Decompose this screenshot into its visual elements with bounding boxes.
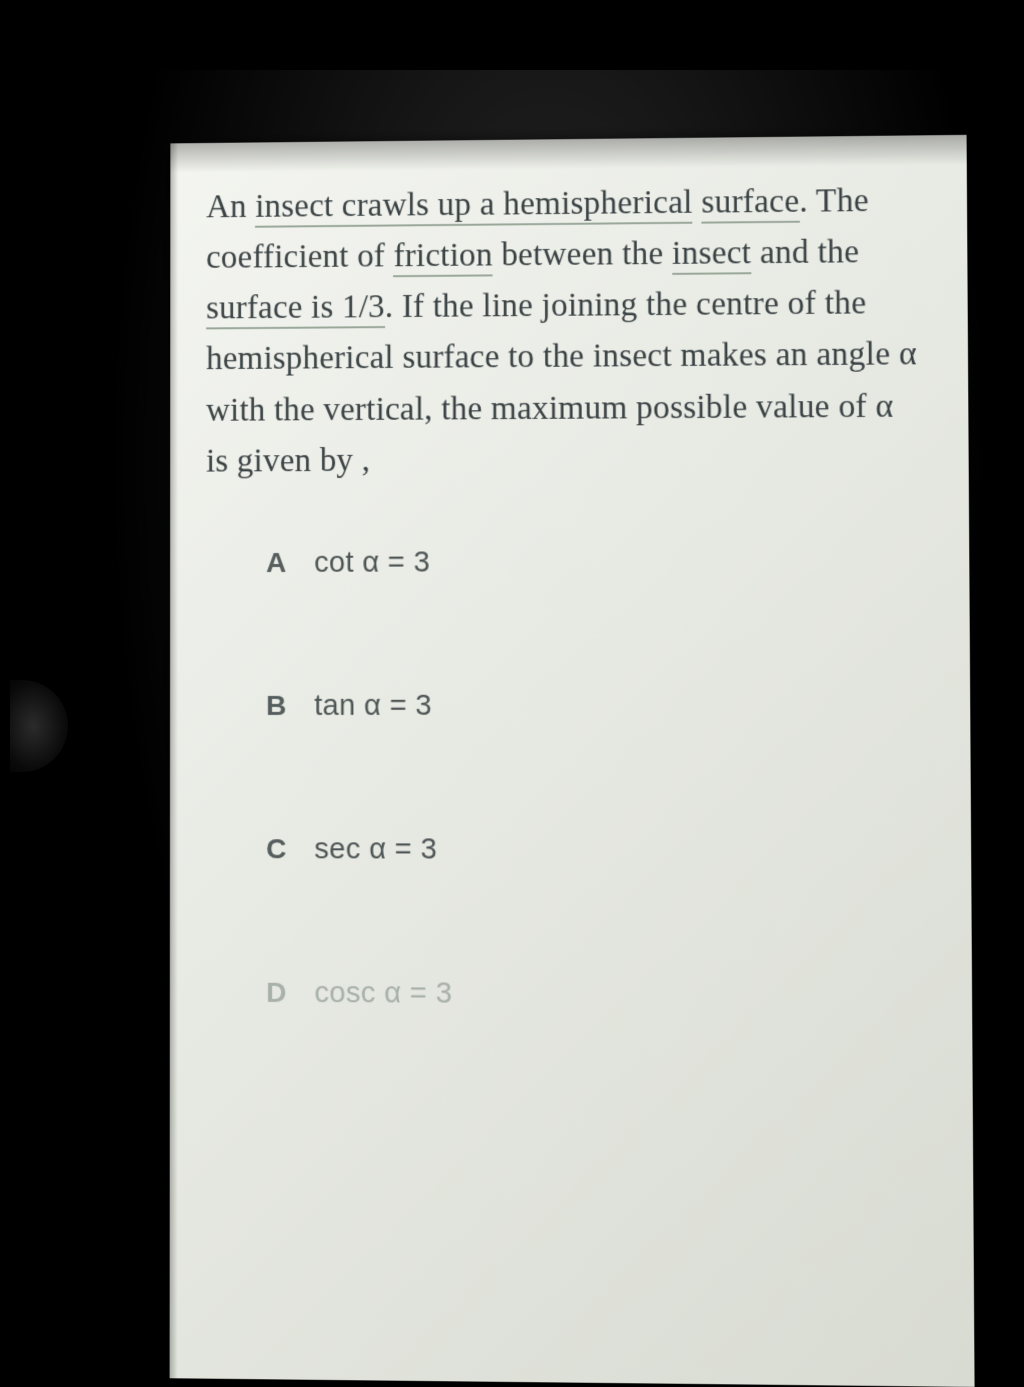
question-segment: An [206, 189, 255, 225]
question-segment-underlined: friction [394, 238, 493, 278]
question-segment: between the [493, 236, 672, 273]
option-text: cot α = 3 [314, 546, 430, 579]
option-text: tan α = 3 [314, 690, 432, 723]
option-text: cosc α = 3 [314, 977, 452, 1011]
question-text: An insect crawls up a hemispherical surf… [206, 176, 918, 488]
option-b[interactable]: Btan α = 3 [266, 689, 919, 723]
option-label: C [266, 833, 288, 865]
option-text: sec α = 3 [314, 833, 437, 866]
option-label: A [266, 547, 288, 579]
option-c[interactable]: Csec α = 3 [266, 833, 920, 867]
option-d[interactable]: Dcosc α = 3 [266, 977, 921, 1013]
question-segment-underlined: insect [672, 235, 751, 275]
question-segment-underlined: insect crawls up a hemispherical [255, 185, 693, 228]
question-segment-underlined: surface is 1/3 [206, 290, 385, 330]
page-left-shadow [170, 143, 179, 1378]
question-segment: and the [751, 234, 859, 271]
document-page: An insect crawls up a hemispherical surf… [170, 135, 975, 1387]
option-label: B [266, 690, 288, 722]
bezel-notch [10, 680, 68, 772]
question-segment [693, 185, 702, 221]
option-label: D [266, 977, 288, 1009]
question-segment-underlined: surface [701, 184, 799, 224]
option-a[interactable]: Acot α = 3 [266, 545, 918, 580]
device-frame: An insect crawls up a hemispherical surf… [0, 0, 1024, 1375]
options-list: Acot α = 3 Btan α = 3 Csec α = 3 Dcosc α = … [206, 545, 921, 1013]
